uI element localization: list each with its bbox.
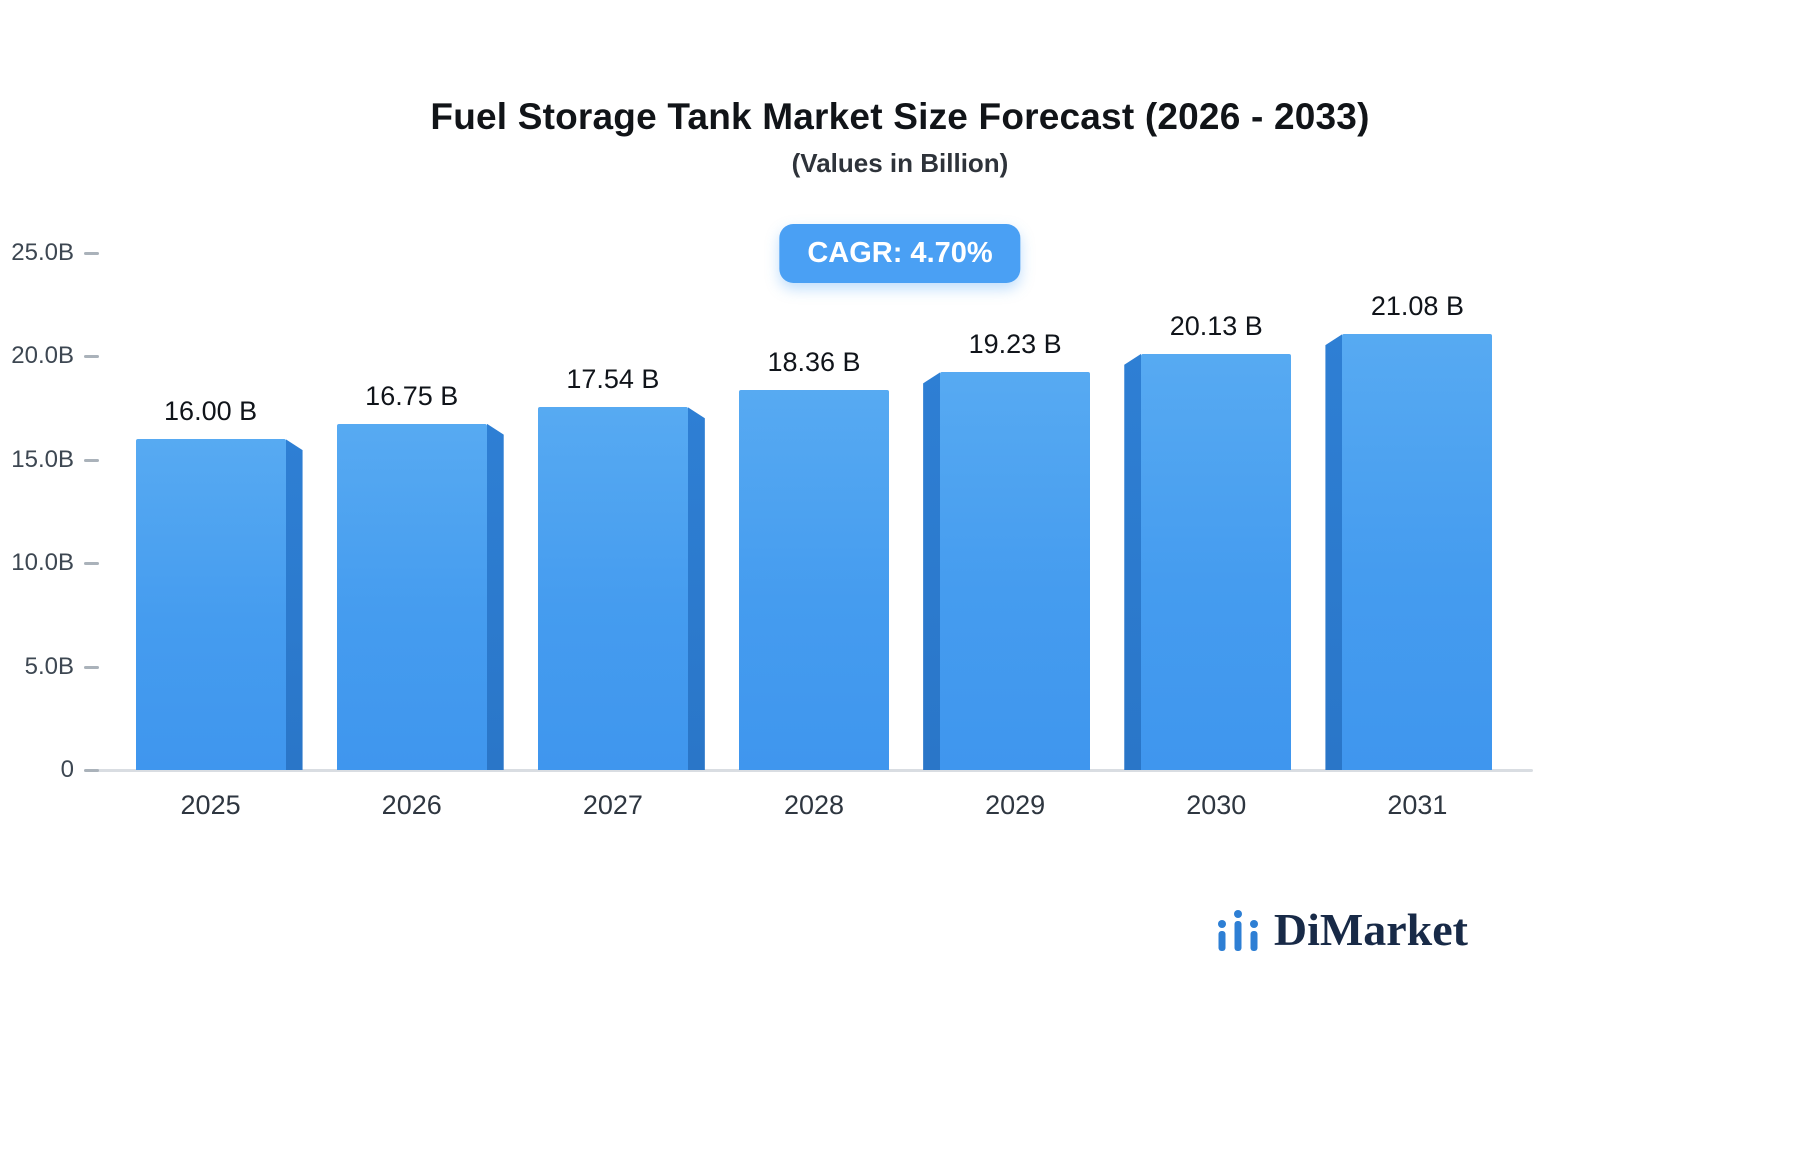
tick-mark bbox=[84, 458, 99, 462]
x-axis-label: 2031 bbox=[1387, 790, 1448, 820]
bar bbox=[923, 372, 1091, 770]
cagr-badge: CAGR: 4.70% bbox=[779, 224, 1021, 283]
bar bbox=[537, 407, 705, 770]
y-axis-label: 25.0B bbox=[11, 239, 74, 266]
bar-3d-side bbox=[923, 372, 941, 770]
bar-group: 17.54 B 2027 bbox=[512, 253, 713, 820]
bar-value-label: 20.13 B bbox=[1169, 310, 1263, 341]
x-axis-label: 2026 bbox=[381, 790, 442, 820]
bar-group: 16.75 B 2026 bbox=[311, 253, 512, 820]
tick-mark bbox=[84, 252, 99, 255]
bar-value-label: 21.08 B bbox=[1370, 291, 1464, 322]
bars-row: 16.00 B 2025 16.75 B 2026 17.54 B 2027 18.36 B… bbox=[110, 253, 1518, 820]
x-axis-label: 2028 bbox=[783, 790, 845, 820]
bar-3d-side bbox=[285, 439, 303, 770]
bar-group: 18.36 B 2028 bbox=[713, 253, 914, 820]
y-axis-label: 5.0B bbox=[24, 652, 74, 680]
bar bbox=[336, 423, 504, 770]
bar-value-label: 17.54 B bbox=[566, 364, 660, 395]
chart-subtitle: (Values in Billion) bbox=[791, 148, 1009, 178]
plot-area: 16.00 B 2025 16.75 B 2026 17.54 B 2027 18.36 B… bbox=[11, 239, 1533, 820]
bar bbox=[1325, 334, 1493, 770]
tick-mark bbox=[84, 562, 99, 566]
bar-group: 21.08 B 2031 bbox=[1317, 253, 1518, 820]
chart-title: Fuel Storage Tank Market Size Forecast (… bbox=[430, 96, 1370, 137]
x-axis-label: 2025 bbox=[180, 790, 241, 820]
bar-group: 20.13 B 2030 bbox=[1116, 253, 1317, 820]
bar-value-label: 18.36 B bbox=[767, 347, 861, 378]
y-axis-label: 0 bbox=[60, 756, 74, 783]
bar-value-label: 16.00 B bbox=[164, 396, 258, 427]
bar-group: 16.00 B 2025 bbox=[110, 253, 311, 820]
tick-mark bbox=[84, 355, 99, 359]
x-axis-line bbox=[95, 769, 1533, 772]
tick-mark bbox=[84, 665, 99, 669]
bar-chart-dots-icon bbox=[1214, 907, 1262, 953]
x-axis-label: 2030 bbox=[1186, 790, 1247, 820]
bar-value-label: 16.75 B bbox=[365, 380, 459, 411]
brand-name: DiMarket bbox=[1273, 904, 1468, 955]
bar-group: 19.23 B 2029 bbox=[915, 253, 1116, 820]
brand-logo: DiMarket bbox=[1214, 903, 1468, 956]
y-axis-label: 10.0B bbox=[11, 549, 74, 577]
bar bbox=[738, 390, 889, 770]
bar-value-label: 19.23 B bbox=[968, 329, 1062, 360]
x-axis-label: 2029 bbox=[985, 790, 1046, 820]
y-axis-label: 20.0B bbox=[11, 342, 74, 370]
bar-3d-side bbox=[486, 423, 504, 770]
y-axis-label: 15.0B bbox=[11, 445, 74, 473]
bar-3d-side bbox=[687, 407, 705, 770]
tick-mark bbox=[84, 769, 99, 772]
x-axis-label: 2027 bbox=[582, 790, 643, 820]
bar bbox=[135, 439, 303, 770]
bar-3d-side bbox=[1325, 334, 1343, 770]
bar bbox=[1124, 353, 1292, 770]
bar-3d-side bbox=[1124, 353, 1142, 770]
